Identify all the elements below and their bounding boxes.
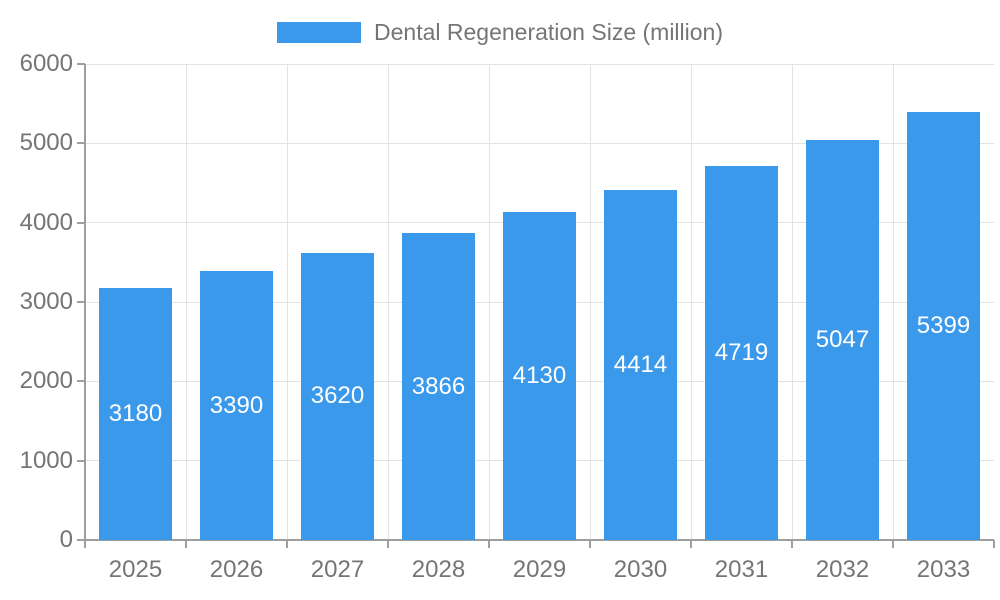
legend[interactable]: Dental Regeneration Size (million) — [0, 18, 1000, 46]
y-axis-label: 5000 — [19, 129, 73, 157]
y-axis-tick — [77, 539, 85, 541]
h-gridline — [85, 142, 994, 144]
x-axis-label: 2033 — [916, 556, 971, 583]
bar-value-label: 4414 — [613, 350, 668, 378]
y-axis-label: 4000 — [19, 208, 73, 236]
v-gridline — [387, 64, 389, 540]
x-axis-label: 2025 — [108, 556, 163, 583]
bar-value-label: 3180 — [108, 399, 163, 427]
bar-value-label: 3390 — [209, 391, 264, 419]
y-axis-tick — [77, 301, 85, 303]
x-axis-label: 2026 — [209, 556, 264, 583]
bar-value-label: 5047 — [815, 325, 870, 353]
bar[interactable] — [805, 139, 880, 540]
legend-label: Dental Regeneration Size (million) — [374, 18, 723, 45]
x-axis-label: 2031 — [714, 556, 769, 583]
y-axis-tick — [77, 459, 85, 462]
x-axis-tick — [185, 540, 187, 548]
y-axis-label: 2000 — [19, 367, 73, 395]
x-axis-label: 2027 — [310, 556, 365, 583]
v-gridline — [286, 64, 288, 540]
y-axis-tick — [77, 380, 85, 383]
bar[interactable] — [300, 252, 375, 540]
y-axis-label: 6000 — [19, 50, 73, 77]
y-axis-label: 3000 — [19, 288, 73, 315]
x-axis-label: 2029 — [512, 556, 567, 583]
v-gridline — [892, 64, 894, 540]
y-axis-tick — [77, 221, 85, 224]
x-axis-label: 2028 — [411, 556, 466, 583]
bar[interactable] — [98, 287, 173, 540]
bar-value-label: 5399 — [916, 311, 971, 339]
bar[interactable] — [704, 165, 779, 540]
bar-value-label: 4130 — [512, 362, 567, 390]
v-gridline — [690, 64, 692, 540]
bar[interactable] — [401, 233, 476, 540]
y-axis-line — [84, 64, 86, 540]
bar-value-label: 3620 — [310, 382, 365, 410]
y-axis-tick — [77, 63, 85, 65]
v-gridline — [488, 64, 490, 540]
x-axis-tick — [690, 540, 692, 548]
bar[interactable] — [502, 212, 577, 540]
bar[interactable] — [906, 111, 981, 540]
y-axis-label: 1000 — [19, 446, 73, 474]
x-axis-tick — [589, 540, 591, 548]
v-gridline — [589, 64, 591, 540]
x-axis-tick — [791, 540, 793, 548]
bar-value-label: 3866 — [411, 372, 466, 400]
x-axis-line — [85, 539, 994, 541]
x-axis-tick — [286, 540, 288, 548]
legend-swatch-icon — [277, 21, 361, 43]
x-axis-tick — [84, 540, 86, 548]
x-axis-label: 2030 — [613, 556, 668, 583]
h-gridline — [85, 63, 994, 65]
x-axis-tick — [488, 540, 490, 548]
x-axis-tick — [387, 540, 389, 548]
y-axis-label: 0 — [59, 526, 73, 553]
x-axis-label: 2032 — [815, 556, 870, 583]
v-gridline — [791, 64, 793, 540]
v-gridline — [185, 64, 187, 540]
bar[interactable] — [199, 271, 274, 540]
bar[interactable] — [603, 189, 678, 540]
y-axis-tick — [77, 142, 85, 145]
bar-value-label: 4719 — [714, 338, 769, 366]
x-axis-tick — [993, 540, 995, 548]
x-axis-tick — [892, 540, 894, 548]
